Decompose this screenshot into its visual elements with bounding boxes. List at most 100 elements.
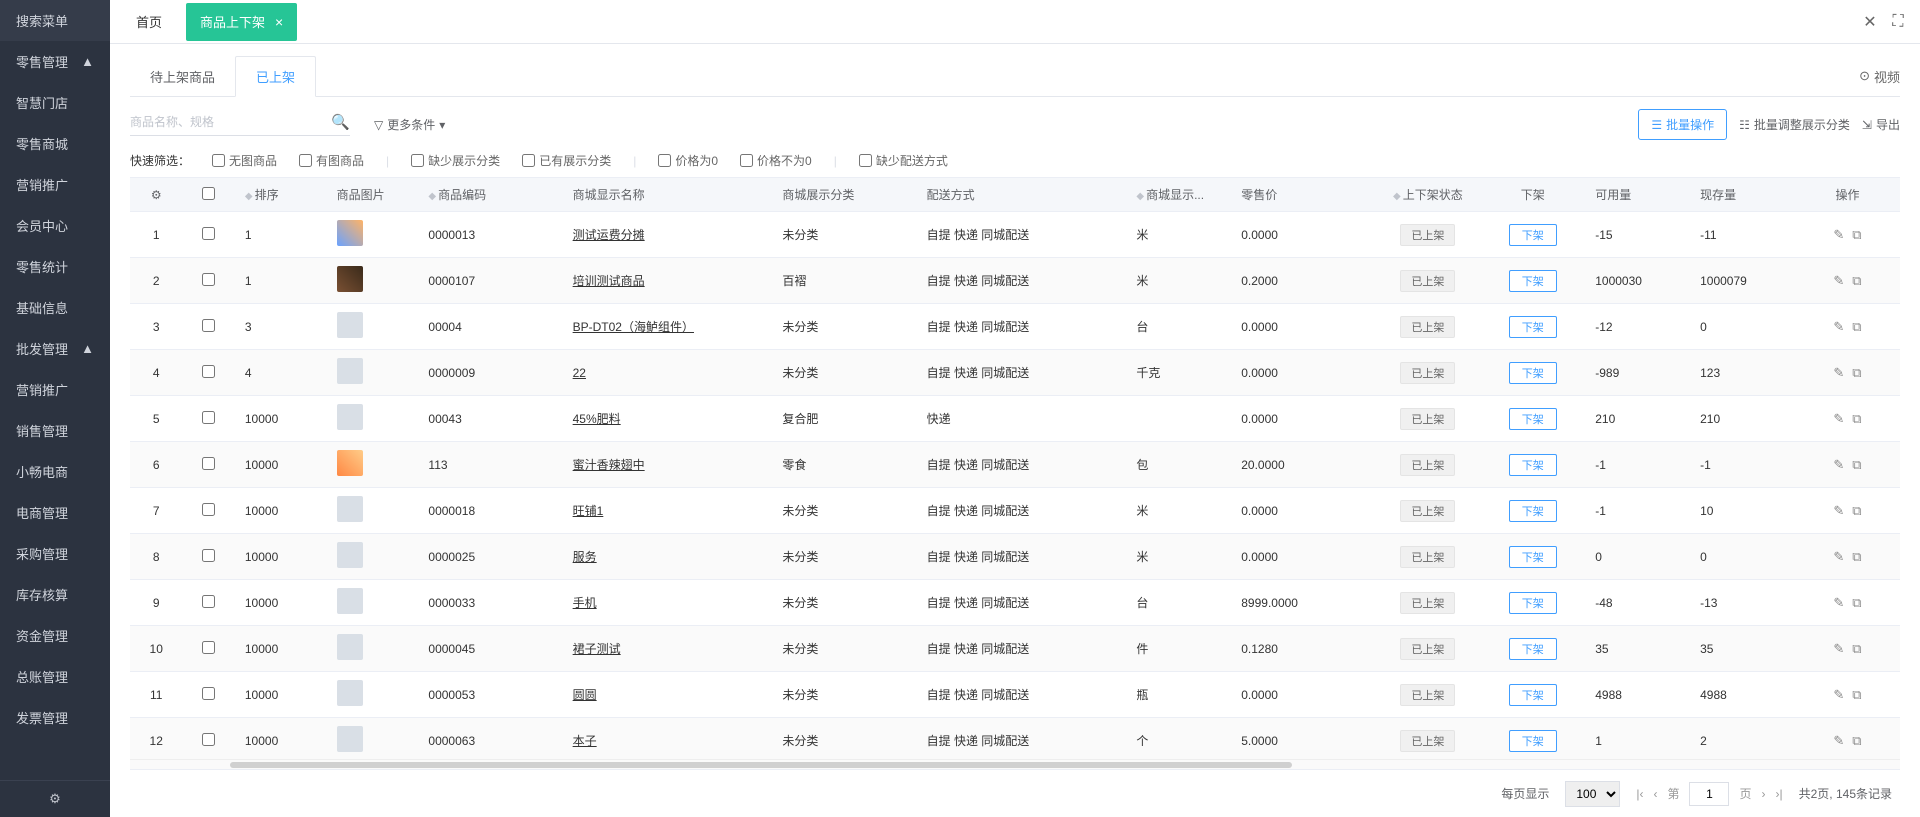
offline-button[interactable]: 下架 [1509, 454, 1557, 476]
search-input[interactable] [130, 115, 331, 129]
offline-button[interactable]: 下架 [1509, 592, 1557, 614]
external-icon[interactable]: ⧉ [1852, 411, 1861, 426]
row-checkbox[interactable] [202, 595, 215, 608]
tab-home[interactable]: 首页 [118, 12, 180, 31]
qf-no-image[interactable]: 无图商品 [212, 152, 277, 169]
external-icon[interactable]: ⧉ [1852, 365, 1861, 380]
sidebar-item-17[interactable]: 发票管理 [0, 697, 110, 738]
product-name-link[interactable]: 45%肥料 [573, 412, 621, 426]
sidebar-item-10[interactable]: 销售管理 [0, 410, 110, 451]
product-name-link[interactable]: 旺铺1 [573, 504, 604, 518]
product-name-link[interactable]: 圆圆 [573, 688, 597, 702]
pager-next-icon[interactable]: › [1762, 787, 1766, 801]
product-name-link[interactable]: 蜜汁香辣翅中 [573, 458, 645, 472]
row-checkbox[interactable] [202, 733, 215, 746]
row-checkbox[interactable] [202, 319, 215, 332]
external-icon[interactable]: ⧉ [1852, 457, 1861, 472]
offline-button[interactable]: 下架 [1509, 408, 1557, 430]
edit-icon[interactable]: ✎ [1833, 457, 1844, 472]
export-button[interactable]: ⇲ 导出 [1862, 116, 1900, 133]
close-all-icon[interactable]: ✕ [1856, 12, 1884, 32]
pager-first-icon[interactable]: |‹ [1636, 787, 1643, 801]
sidebar-item-12[interactable]: 电商管理 [0, 492, 110, 533]
qf-price-nonzero[interactable]: 价格不为0 [740, 152, 812, 169]
external-icon[interactable]: ⧉ [1852, 641, 1861, 656]
row-checkbox[interactable] [202, 411, 215, 424]
sidebar-item-16[interactable]: 总账管理 [0, 656, 110, 697]
product-name-link[interactable]: 本子 [573, 734, 597, 748]
product-name-link[interactable]: 培训测试商品 [573, 274, 645, 288]
edit-icon[interactable]: ✎ [1833, 273, 1844, 288]
batch-action-button[interactable]: ☰ 批量操作 [1638, 109, 1727, 140]
product-name-link[interactable]: 裙子测试 [573, 642, 621, 656]
row-checkbox[interactable] [202, 503, 215, 516]
pager-last-icon[interactable]: ›| [1776, 787, 1783, 801]
edit-icon[interactable]: ✎ [1833, 687, 1844, 702]
product-name-link[interactable]: 22 [573, 366, 586, 380]
video-link[interactable]: ⊙ 视频 [1859, 67, 1900, 86]
external-icon[interactable]: ⧉ [1852, 733, 1861, 748]
row-checkbox[interactable] [202, 687, 215, 700]
search-icon[interactable]: 🔍 [331, 113, 350, 131]
th-status[interactable]: ◆上下架状态 [1375, 178, 1480, 212]
th-code[interactable]: ◆商品编码 [418, 178, 562, 212]
pager-prev-icon[interactable]: ‹ [1653, 787, 1657, 801]
fullscreen-icon[interactable]: ⛶ [1884, 13, 1912, 31]
pager-page-input[interactable] [1689, 782, 1729, 806]
sidebar-item-6[interactable]: 零售统计 [0, 246, 110, 287]
subtab-online[interactable]: 已上架 [235, 56, 316, 97]
sidebar-item-14[interactable]: 库存核算 [0, 574, 110, 615]
qf-price-zero[interactable]: 价格为0 [658, 152, 718, 169]
edit-icon[interactable]: ✎ [1833, 227, 1844, 242]
offline-button[interactable]: 下架 [1509, 500, 1557, 522]
offline-button[interactable]: 下架 [1509, 730, 1557, 752]
row-checkbox[interactable] [202, 549, 215, 562]
offline-button[interactable]: 下架 [1509, 270, 1557, 292]
edit-icon[interactable]: ✎ [1833, 319, 1844, 334]
edit-icon[interactable]: ✎ [1833, 365, 1844, 380]
edit-icon[interactable]: ✎ [1833, 503, 1844, 518]
sidebar-item-0[interactable]: 搜索菜单 [0, 0, 110, 41]
offline-button[interactable]: 下架 [1509, 316, 1557, 338]
batch-adjust-category[interactable]: ☷ 批量调整展示分类 [1739, 116, 1850, 133]
sidebar-item-15[interactable]: 资金管理 [0, 615, 110, 656]
external-icon[interactable]: ⧉ [1852, 273, 1861, 288]
external-icon[interactable]: ⧉ [1852, 687, 1861, 702]
row-checkbox[interactable] [202, 641, 215, 654]
th-checkbox[interactable] [182, 178, 234, 212]
external-icon[interactable]: ⧉ [1852, 319, 1861, 334]
offline-button[interactable]: 下架 [1509, 684, 1557, 706]
sidebar-item-5[interactable]: 会员中心 [0, 205, 110, 246]
offline-button[interactable]: 下架 [1509, 224, 1557, 246]
edit-icon[interactable]: ✎ [1833, 595, 1844, 610]
sidebar-item-8[interactable]: 批发管理▲ [0, 328, 110, 369]
product-name-link[interactable]: BP-DT02（海鲈组件） [573, 320, 694, 334]
sidebar-item-11[interactable]: 小畅电商 [0, 451, 110, 492]
row-checkbox[interactable] [202, 273, 215, 286]
sidebar-item-9[interactable]: 营销推广 [0, 369, 110, 410]
external-icon[interactable]: ⧉ [1852, 503, 1861, 518]
th-spec[interactable]: ◆商城显示... [1126, 178, 1231, 212]
tab-active[interactable]: 商品上下架 × [186, 3, 297, 41]
qf-no-delivery[interactable]: 缺少配送方式 [859, 152, 948, 169]
offline-button[interactable]: 下架 [1509, 362, 1557, 384]
external-icon[interactable]: ⧉ [1852, 227, 1861, 242]
row-checkbox[interactable] [202, 365, 215, 378]
edit-icon[interactable]: ✎ [1833, 641, 1844, 656]
offline-button[interactable]: 下架 [1509, 638, 1557, 660]
th-settings[interactable]: ⚙ [130, 178, 182, 212]
edit-icon[interactable]: ✎ [1833, 411, 1844, 426]
per-page-select[interactable]: 100 [1565, 781, 1620, 807]
product-name-link[interactable]: 手机 [573, 596, 597, 610]
product-name-link[interactable]: 测试运费分摊 [573, 228, 645, 242]
sidebar-item-4[interactable]: 营销推广 [0, 164, 110, 205]
qf-no-category[interactable]: 缺少展示分类 [411, 152, 500, 169]
th-sort[interactable]: ◆排序 [235, 178, 327, 212]
sidebar-item-7[interactable]: 基础信息 [0, 287, 110, 328]
more-conditions[interactable]: ▽ 更多条件 ▾ [374, 116, 445, 133]
offline-button[interactable]: 下架 [1509, 546, 1557, 568]
qf-has-category[interactable]: 已有展示分类 [522, 152, 611, 169]
tab-close-icon[interactable]: × [275, 14, 283, 30]
external-icon[interactable]: ⧉ [1852, 549, 1861, 564]
subtab-pending[interactable]: 待上架商品 [130, 57, 235, 96]
